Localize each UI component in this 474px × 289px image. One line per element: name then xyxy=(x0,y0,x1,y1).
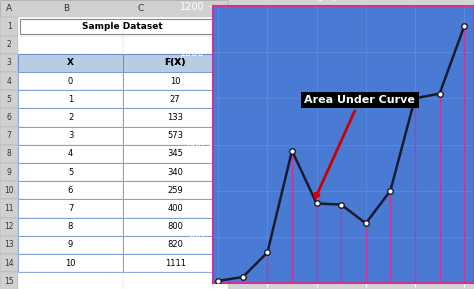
Text: 6: 6 xyxy=(7,113,11,122)
Text: C: C xyxy=(138,4,144,13)
Bar xyxy=(18,54,123,72)
Bar xyxy=(18,181,123,199)
Bar xyxy=(123,54,228,72)
Bar xyxy=(18,72,123,90)
Text: 340: 340 xyxy=(167,168,183,177)
Text: 820: 820 xyxy=(167,240,183,249)
Text: 15: 15 xyxy=(4,277,14,286)
Bar xyxy=(123,181,228,199)
Text: F(X): F(X) xyxy=(164,58,186,67)
Bar xyxy=(18,127,123,145)
Text: 14: 14 xyxy=(4,259,14,268)
Bar xyxy=(123,90,228,108)
Text: A: A xyxy=(6,4,12,13)
Bar xyxy=(123,218,228,236)
Text: 6: 6 xyxy=(68,186,73,195)
Text: 12: 12 xyxy=(4,222,14,231)
Title: F(X) VS. X: F(X) VS. X xyxy=(308,0,380,3)
Bar xyxy=(18,218,123,236)
Bar xyxy=(123,108,228,127)
Bar xyxy=(123,145,228,163)
Bar xyxy=(0,54,18,72)
Text: 0: 0 xyxy=(68,77,73,86)
Bar xyxy=(123,163,228,181)
Bar xyxy=(0,0,228,17)
Bar xyxy=(0,163,18,181)
Bar xyxy=(0,218,18,236)
Bar xyxy=(18,108,123,127)
Bar xyxy=(0,145,18,163)
Bar xyxy=(123,254,228,272)
Bar xyxy=(0,72,18,90)
Text: Area Under Curve: Area Under Curve xyxy=(304,95,415,198)
Text: Sample Dataset: Sample Dataset xyxy=(82,22,163,31)
Bar xyxy=(123,127,228,145)
FancyBboxPatch shape xyxy=(20,19,225,34)
Bar xyxy=(18,236,123,254)
Text: 1111: 1111 xyxy=(164,259,186,268)
Text: B: B xyxy=(63,4,69,13)
Bar xyxy=(0,36,18,54)
Bar xyxy=(0,199,18,218)
Text: 2: 2 xyxy=(7,40,11,49)
Bar xyxy=(0,90,18,108)
Text: 1: 1 xyxy=(7,22,11,31)
Bar xyxy=(18,163,123,181)
Text: 400: 400 xyxy=(167,204,183,213)
Bar xyxy=(0,127,18,145)
Text: 8: 8 xyxy=(7,149,11,158)
Text: 10: 10 xyxy=(170,77,181,86)
Bar xyxy=(0,272,18,289)
Bar xyxy=(0,17,18,36)
Bar xyxy=(18,199,123,218)
Bar xyxy=(123,72,228,90)
Bar xyxy=(0,108,18,127)
Text: 10: 10 xyxy=(4,186,14,195)
Text: 11: 11 xyxy=(4,204,14,213)
Text: 3: 3 xyxy=(68,131,73,140)
Text: 9: 9 xyxy=(7,168,11,177)
Text: 10: 10 xyxy=(65,259,76,268)
Text: 133: 133 xyxy=(167,113,183,122)
Bar xyxy=(18,145,123,163)
Text: F(X): F(X) xyxy=(164,58,186,67)
Bar xyxy=(18,254,123,272)
Text: 27: 27 xyxy=(170,95,181,104)
Text: 8: 8 xyxy=(68,222,73,231)
Bar xyxy=(0,181,18,199)
Text: 800: 800 xyxy=(167,222,183,231)
Text: 573: 573 xyxy=(167,131,183,140)
Bar xyxy=(123,199,228,218)
Text: 5: 5 xyxy=(7,95,11,104)
Bar xyxy=(0,254,18,272)
Text: 345: 345 xyxy=(167,149,183,158)
Text: 9: 9 xyxy=(68,240,73,249)
Text: 259: 259 xyxy=(167,186,183,195)
Text: 7: 7 xyxy=(7,131,11,140)
Text: 5: 5 xyxy=(68,168,73,177)
Text: 2: 2 xyxy=(68,113,73,122)
Text: 1: 1 xyxy=(68,95,73,104)
Bar xyxy=(123,236,228,254)
Text: 7: 7 xyxy=(68,204,73,213)
Text: 3: 3 xyxy=(7,58,11,67)
Text: 13: 13 xyxy=(4,240,14,249)
Bar xyxy=(123,54,228,72)
Bar xyxy=(18,90,123,108)
Text: X: X xyxy=(67,58,74,67)
Text: 4: 4 xyxy=(7,77,11,86)
Bar xyxy=(0,236,18,254)
Text: 4: 4 xyxy=(68,149,73,158)
